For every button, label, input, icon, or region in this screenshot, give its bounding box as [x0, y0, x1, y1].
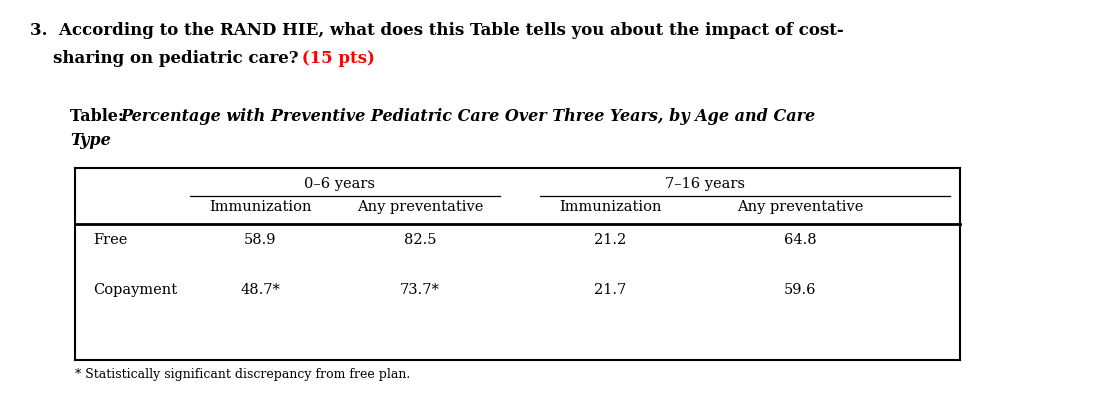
Text: 73.7*: 73.7*: [400, 283, 440, 297]
Text: * Statistically significant discrepancy from free plan.: * Statistically significant discrepancy …: [75, 368, 410, 381]
Text: Free: Free: [93, 233, 128, 247]
Text: 0–6 years: 0–6 years: [305, 177, 375, 191]
Text: sharing on pediatric care?: sharing on pediatric care?: [30, 50, 299, 67]
Text: 48.7*: 48.7*: [240, 283, 280, 297]
Text: 58.9: 58.9: [244, 233, 277, 247]
Text: Immunization: Immunization: [208, 200, 311, 214]
Text: 7–16 years: 7–16 years: [665, 177, 745, 191]
Text: Immunization: Immunization: [559, 200, 661, 214]
Text: 21.2: 21.2: [594, 233, 626, 247]
Text: 82.5: 82.5: [403, 233, 437, 247]
Text: Any preventative: Any preventative: [357, 200, 483, 214]
Text: Type: Type: [69, 132, 111, 149]
Text: (15 pts): (15 pts): [296, 50, 375, 67]
Text: 3.  According to the RAND HIE, what does this Table tells you about the impact o: 3. According to the RAND HIE, what does …: [30, 22, 843, 39]
Text: Table:: Table:: [69, 108, 130, 125]
Text: Copayment: Copayment: [93, 283, 177, 297]
Text: 59.6: 59.6: [784, 283, 816, 297]
Text: 21.7: 21.7: [594, 283, 626, 297]
Text: 64.8: 64.8: [784, 233, 816, 247]
Text: Percentage with Preventive Pediatric Care Over Three Years, by Age and Care: Percentage with Preventive Pediatric Car…: [120, 108, 815, 125]
Text: Any preventative: Any preventative: [737, 200, 864, 214]
